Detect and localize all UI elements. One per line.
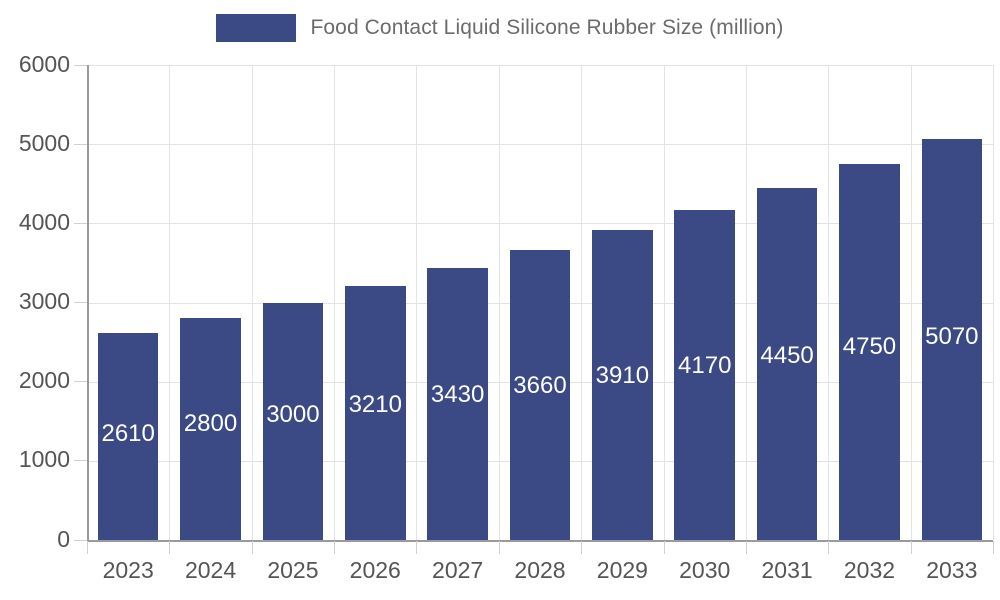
y-axis: 0 1000 2000 3000 4000 5000 6000 bbox=[0, 52, 87, 550]
x-axis-tick-label: 2025 bbox=[267, 557, 319, 583]
y-axis-tick-label: 2000 bbox=[18, 367, 70, 394]
x-axis-tick-mark bbox=[911, 541, 912, 554]
y-axis-tick-label: 0 bbox=[57, 525, 70, 552]
y-axis-tick-mark bbox=[74, 64, 87, 66]
y-axis-tick-label: 5000 bbox=[18, 129, 70, 156]
x-axis-tick-mark bbox=[499, 541, 500, 554]
bar[interactable] bbox=[592, 230, 653, 540]
x-axis-tick-mark bbox=[334, 541, 335, 554]
x-axis-tick-mark bbox=[828, 541, 829, 554]
bar[interactable] bbox=[427, 268, 488, 540]
bar[interactable] bbox=[97, 333, 159, 540]
y-axis-line bbox=[87, 65, 89, 541]
x-axis-tick-label: 2027 bbox=[432, 557, 484, 583]
x-axis-tick-mark bbox=[746, 541, 747, 554]
y-axis-tick-mark bbox=[74, 539, 87, 541]
x-axis-tick-label: 2024 bbox=[184, 557, 237, 583]
legend-color-swatch bbox=[216, 14, 297, 42]
x-axis-tick-label: 2032 bbox=[843, 557, 896, 583]
x-axis-tick-mark bbox=[993, 541, 994, 554]
x-axis-tick-label: 2031 bbox=[761, 557, 813, 583]
bar-series: 2610 2800 3000 3210 3430 3660 3910 4170 4450 4750… bbox=[87, 65, 993, 540]
x-axis-tick-mark bbox=[581, 541, 582, 554]
x-axis-tick-label: 2028 bbox=[514, 557, 566, 583]
y-axis-tick-mark bbox=[74, 222, 87, 224]
x-axis-line bbox=[87, 540, 993, 542]
y-axis-tick-mark bbox=[74, 302, 87, 303]
chart-legend: Food Contact Liquid Silicone Rubber Size… bbox=[0, 0, 1000, 56]
x-axis-tick-mark bbox=[87, 541, 88, 554]
x-axis-tick-label: 2030 bbox=[679, 557, 731, 583]
x-axis-tick-label: 2033 bbox=[926, 557, 978, 583]
y-axis-tick-label: 6000 bbox=[18, 50, 70, 77]
x-axis: 2023 2024 2025 2026 2027 2028 2029 2030 2031 2032… bbox=[87, 541, 994, 600]
x-axis-tick-label: 2029 bbox=[596, 557, 648, 583]
x-axis-tick-mark bbox=[664, 541, 665, 554]
gridline-vertical bbox=[993, 65, 994, 540]
legend-label: Food Contact Liquid Silicone Rubber Size… bbox=[310, 16, 784, 39]
bar[interactable] bbox=[839, 163, 900, 540]
bar[interactable] bbox=[674, 209, 735, 540]
bar[interactable] bbox=[921, 138, 983, 540]
y-axis-tick-mark bbox=[74, 460, 87, 462]
x-axis-tick-label: 2023 bbox=[102, 557, 154, 583]
x-axis-tick-mark bbox=[252, 541, 253, 554]
x-axis-tick-mark bbox=[416, 541, 417, 554]
x-axis-tick-label: 2026 bbox=[349, 557, 401, 583]
y-axis-tick-label: 3000 bbox=[18, 288, 70, 314]
legend-item[interactable]: Food Contact Liquid Silicone Rubber Size… bbox=[216, 14, 783, 42]
y-axis-tick-label: 1000 bbox=[18, 446, 70, 473]
bar[interactable] bbox=[180, 318, 241, 540]
y-axis-tick-mark bbox=[74, 381, 87, 383]
bar[interactable] bbox=[262, 302, 324, 540]
x-axis-tick-mark bbox=[169, 541, 170, 554]
y-axis-tick-label: 4000 bbox=[18, 208, 70, 235]
bar[interactable] bbox=[509, 250, 571, 540]
plot-area: 2610 2800 3000 3210 3430 3660 3910 4170 4450 4750… bbox=[87, 65, 994, 541]
y-axis-tick-mark bbox=[74, 143, 87, 145]
bar[interactable] bbox=[345, 285, 406, 540]
bar[interactable] bbox=[756, 187, 818, 540]
